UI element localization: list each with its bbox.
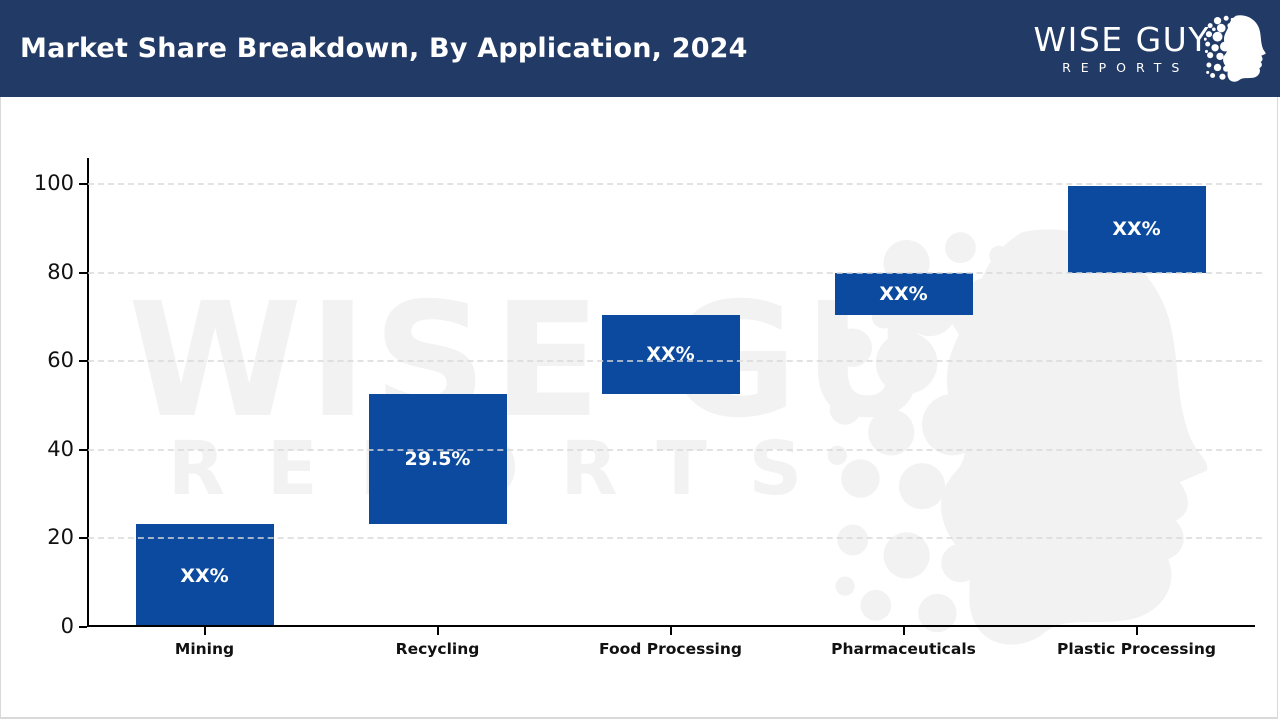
x-tick-label: Mining (174, 640, 235, 658)
y-axis-line (87, 158, 89, 627)
bar-value-label: 29.5% (404, 447, 471, 470)
bar-value-label: XX% (646, 343, 695, 366)
gridline (88, 448, 1262, 451)
bar-food-processing: XX% (601, 315, 740, 394)
y-tick-label: 80 (47, 259, 74, 284)
y-tick-label: 0 (60, 614, 74, 638)
x-axis-line (87, 625, 1255, 627)
y-tick-label: 60 (47, 348, 74, 373)
y-tick-label: 100 (33, 171, 74, 195)
bar-value-label: XX% (1112, 218, 1161, 241)
x-tick-label: Plastic Processing (1057, 640, 1216, 658)
x-tick-mark (436, 627, 439, 635)
y-tick-label: 40 (47, 436, 74, 461)
y-tick-label: 20 (47, 525, 74, 550)
gridline (88, 183, 1262, 185)
y-tick-mark (79, 271, 87, 274)
x-tick-mark (669, 627, 672, 635)
bar-plastic-processing: XX% (1067, 185, 1206, 273)
y-tick-mark (79, 626, 87, 628)
x-tick-label: Recycling (395, 640, 480, 658)
y-tick-mark (79, 448, 87, 451)
y-tick-mark (79, 183, 87, 185)
gridline (88, 537, 1262, 540)
page-title: Market Share Breakdown, By Application, … (20, 33, 748, 64)
x-tick-label: Food Processing (599, 640, 742, 658)
x-tick-mark (203, 627, 206, 635)
brand-logo: WISE GUY REPORTS (1033, 4, 1268, 94)
brand-name: WISE GUY (1033, 20, 1210, 60)
gridline (88, 271, 1262, 274)
x-tick-mark (1135, 627, 1138, 635)
x-tick-mark (902, 627, 905, 635)
y-tick-mark (79, 360, 87, 363)
bar-value-label: XX% (879, 282, 928, 305)
bar-value-label: XX% (180, 564, 229, 587)
brand-logo-text: WISE GUY REPORTS (1033, 23, 1210, 75)
bar-mining: XX% (135, 524, 274, 627)
header-bar: Market Share Breakdown, By Application, … (0, 0, 1280, 97)
gridline (88, 360, 1262, 363)
brand-subtitle: REPORTS (1062, 59, 1190, 75)
x-tick-label: Pharmaceuticals (831, 640, 976, 658)
y-tick-mark (79, 537, 87, 540)
bar-recycling: 29.5% (368, 393, 507, 525)
bar-pharmaceuticals: XX% (834, 272, 973, 316)
